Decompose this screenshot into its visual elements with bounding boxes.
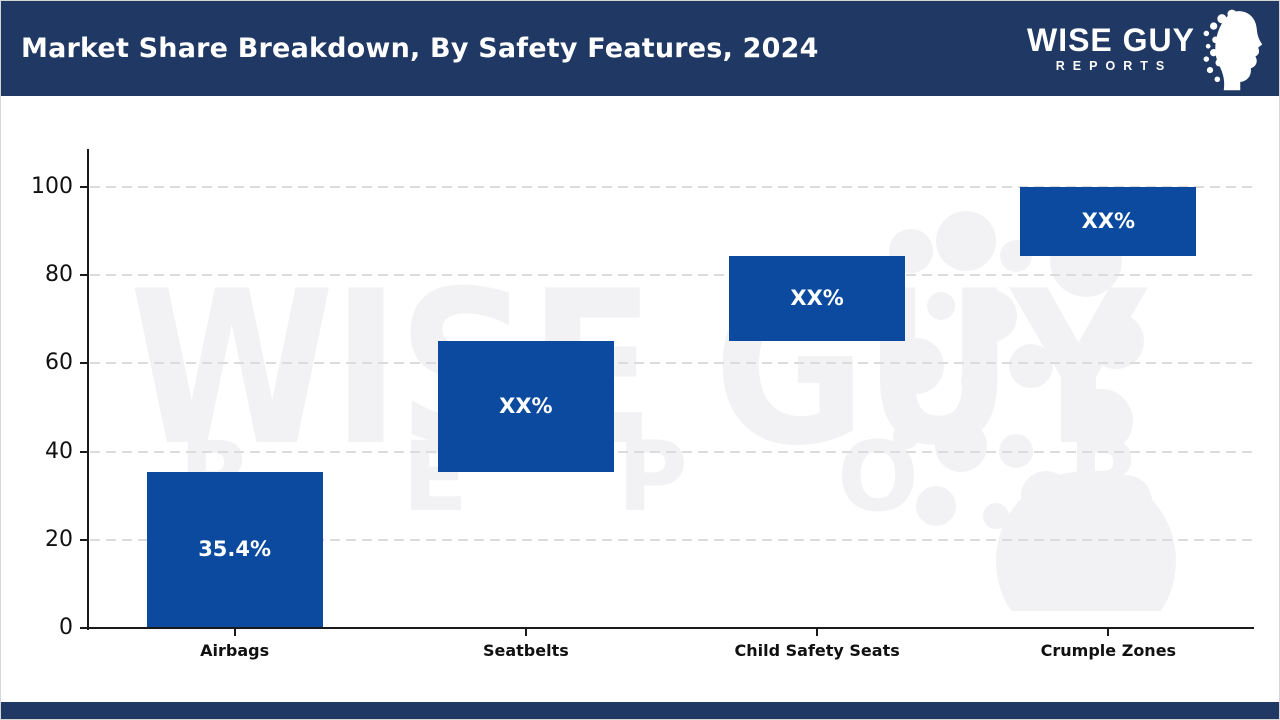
y-tick-label-0: 0 [59, 615, 73, 640]
gridline-80 [90, 274, 1254, 277]
gridline-40 [90, 450, 1254, 453]
logo-face-icon [1203, 9, 1263, 90]
y-tick-label-80: 80 [45, 262, 73, 288]
y-axis-spine [87, 149, 89, 630]
x-tick-label: Airbags [200, 641, 270, 660]
bar-child-safety-seats [729, 256, 906, 342]
y-tick-label-60: 60 [45, 350, 73, 376]
wise-guy-logo: WISE GUY REPORTS [1027, 6, 1279, 92]
y-tick-label-100: 100 [31, 174, 73, 199]
x-tick-label: Child Safety Seats [734, 641, 900, 660]
footer-bar [1, 702, 1279, 719]
x-tick-mark [1107, 629, 1110, 636]
logo-wordmark-line1: WISE GUY [1026, 22, 1195, 59]
x-axis-spine [87, 627, 1254, 629]
y-tick-label-40: 40 [45, 438, 73, 464]
x-tick-mark [233, 629, 236, 636]
y-tick-mark-40 [80, 450, 87, 453]
y-tick-mark-20 [80, 538, 87, 541]
gridline-100 [90, 186, 1254, 188]
gridline-20 [90, 538, 1254, 541]
bar-airbags [146, 471, 323, 628]
x-tick-label: Seatbelts [482, 641, 569, 660]
y-tick-mark-100 [80, 186, 87, 188]
gridline-60 [90, 362, 1254, 365]
y-tick-mark-60 [80, 362, 87, 365]
bar-value-label: XX% [499, 393, 553, 418]
y-tick-mark-80 [80, 274, 87, 277]
x-tick-mark [816, 629, 819, 636]
y-tick-label-20: 20 [45, 526, 73, 552]
x-tick-label: Crumple Zones [1040, 641, 1177, 660]
x-tick-mark [524, 629, 527, 636]
bar-value-label: XX% [1081, 208, 1136, 233]
logo-wordmark: WISE GUY REPORTS [1027, 24, 1195, 73]
bar-value-label: 35.4% [198, 536, 272, 561]
y-tick-mark-0 [80, 627, 87, 629]
page-title: Market Share Breakdown, By Safety Featur… [21, 33, 819, 64]
logo-wordmark-line2: REPORTS [1055, 59, 1173, 74]
bar-value-label: XX% [790, 285, 844, 310]
bar-seatbelts [437, 341, 614, 472]
header-bar: Market Share Breakdown, By Safety Featur… [1, 1, 1279, 96]
